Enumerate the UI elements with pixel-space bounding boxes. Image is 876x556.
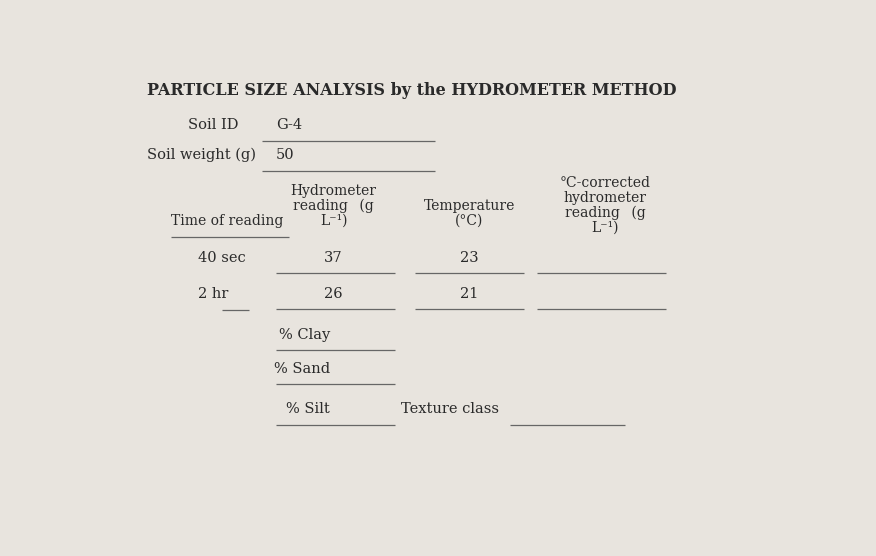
Text: 26: 26 xyxy=(324,287,343,301)
Text: Time of reading: Time of reading xyxy=(171,214,283,228)
Text: L⁻¹): L⁻¹) xyxy=(591,221,618,235)
Text: reading   (g: reading (g xyxy=(293,198,374,213)
Text: hydrometer: hydrometer xyxy=(563,191,646,205)
Text: reading   (g: reading (g xyxy=(565,205,646,220)
Text: Hydrometer: Hydrometer xyxy=(291,184,377,198)
Text: Temperature: Temperature xyxy=(424,199,515,213)
Text: 21: 21 xyxy=(460,287,478,301)
Text: 37: 37 xyxy=(324,251,343,265)
Text: % Sand: % Sand xyxy=(274,362,330,376)
Text: PARTICLE SIZE ANALYSIS by the HYDROMETER METHOD: PARTICLE SIZE ANALYSIS by the HYDROMETER… xyxy=(147,82,676,98)
Text: G-4: G-4 xyxy=(276,118,302,132)
Text: L⁻¹): L⁻¹) xyxy=(320,214,347,228)
Text: Soil weight (g): Soil weight (g) xyxy=(147,147,256,162)
Text: 40 sec: 40 sec xyxy=(198,251,245,265)
Text: (°C): (°C) xyxy=(456,214,484,228)
Text: Texture class: Texture class xyxy=(401,403,499,416)
Text: °C-corrected: °C-corrected xyxy=(560,176,651,190)
Text: % Clay: % Clay xyxy=(279,327,330,341)
Text: % Silt: % Silt xyxy=(286,403,330,416)
Text: 23: 23 xyxy=(460,251,478,265)
Text: 50: 50 xyxy=(276,148,294,162)
Text: Soil ID: Soil ID xyxy=(187,118,238,132)
Text: 2 hr: 2 hr xyxy=(198,287,228,301)
